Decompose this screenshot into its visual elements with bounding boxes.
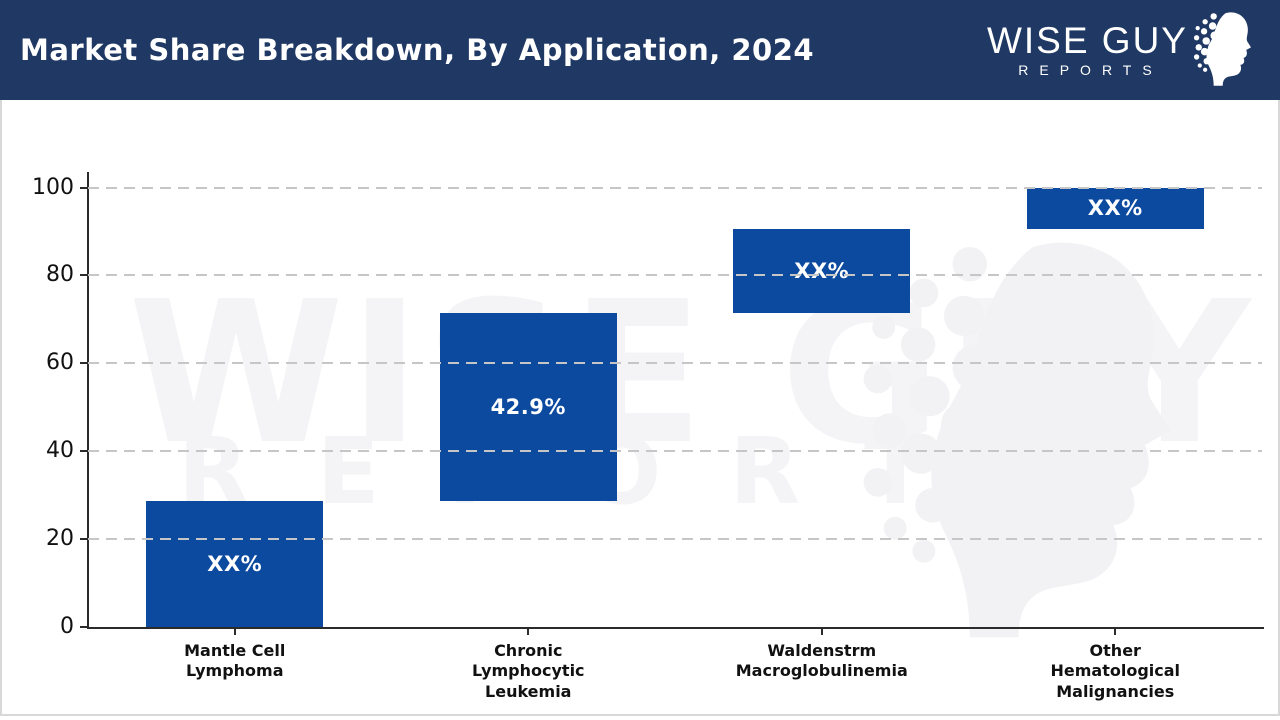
y-tick-label-20: 20: [46, 526, 74, 552]
bar-value-label: XX%: [1087, 196, 1143, 221]
wise-guy-logo: WISE GUY REPORTS: [987, 10, 1254, 90]
gridline-80: [88, 274, 1262, 277]
x-tick: [527, 627, 530, 635]
x-tick: [1114, 627, 1117, 635]
logo-wordmark: WISE GUY: [986, 20, 1188, 61]
header-bar: Market Share Breakdown, By Application, …: [0, 0, 1280, 100]
gridline-60: [88, 362, 1262, 365]
category-label-line: Mantle Cell: [184, 641, 286, 660]
x-tick: [233, 627, 236, 635]
y-tick-label-100: 100: [32, 174, 74, 200]
category-label-line: Macroglobulinemia: [735, 661, 908, 681]
bar-segment: XX%: [146, 501, 324, 627]
category-label: Chronic Lymphocytic Leukemia: [403, 641, 653, 702]
category-label: Mantle Cell Lymphoma: [110, 641, 360, 682]
y-tick-40: [80, 450, 88, 453]
gridline-100: [88, 186, 1262, 189]
y-tick-label-80: 80: [46, 262, 74, 288]
y-tick-80: [80, 274, 88, 277]
y-axis-line: [87, 172, 89, 629]
category-label: Waldenstrm Macroglobulinemia: [697, 641, 947, 682]
category-label: Other Hematological Malignancies: [990, 641, 1240, 702]
bar-segment: XX%: [1026, 187, 1204, 230]
y-tick-20: [80, 538, 88, 541]
y-tick-0: [80, 626, 88, 628]
logo-text: WISE GUY REPORTS: [987, 22, 1188, 78]
gridline-20: [88, 538, 1262, 541]
bar-segment: 42.9%: [439, 312, 617, 502]
y-tick-label-0: 0: [60, 614, 74, 639]
logo-subtitle: REPORTS: [1018, 62, 1163, 78]
y-tick-60: [80, 362, 88, 365]
bar-value-label: XX%: [207, 552, 263, 577]
x-tick: [820, 627, 823, 635]
category-label-line: Chronic: [494, 641, 563, 660]
category-label-line: Lymphocytic: [471, 661, 585, 681]
y-tick-100: [80, 186, 88, 189]
category-label-line: Hematological: [1050, 661, 1181, 681]
category-label-line: Leukemia: [485, 681, 572, 701]
category-label-line: Lymphoma: [185, 661, 284, 681]
logo-face-icon: [1193, 12, 1251, 86]
bar-value-label: 42.9%: [490, 395, 566, 420]
category-label-line: Malignancies: [1056, 681, 1175, 701]
page-title: Market Share Breakdown, By Application, …: [20, 33, 815, 67]
category-label-line: Waldenstrm: [767, 641, 877, 660]
bar-segment: XX%: [733, 229, 911, 313]
y-tick-label-60: 60: [46, 350, 74, 376]
category-label-line: Other: [1089, 641, 1141, 660]
gridline-40: [88, 450, 1262, 453]
x-axis-line: [87, 627, 1264, 629]
bar-value-label: XX%: [794, 259, 850, 283]
y-tick-label-40: 40: [46, 438, 74, 464]
